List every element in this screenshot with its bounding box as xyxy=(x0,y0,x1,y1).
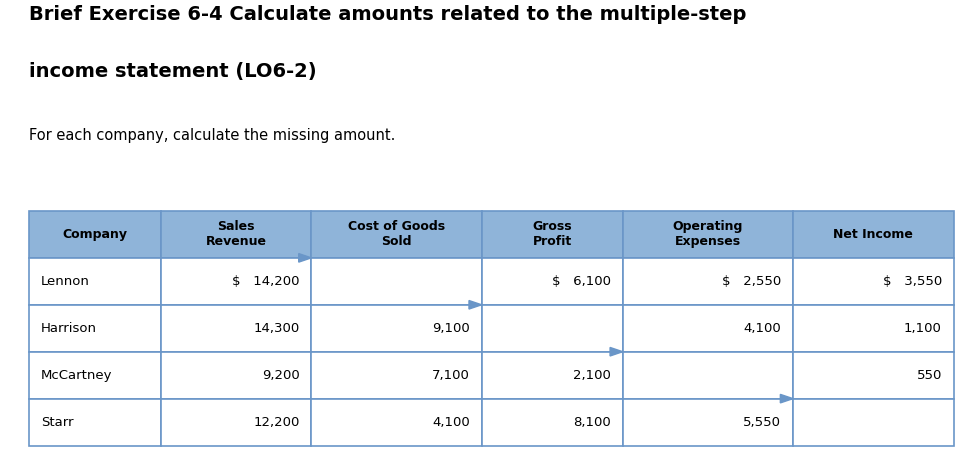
Bar xyxy=(311,211,482,258)
Bar xyxy=(311,399,482,446)
Text: Starr: Starr xyxy=(41,416,73,428)
Text: $   2,550: $ 2,550 xyxy=(722,275,781,288)
Bar xyxy=(623,211,793,258)
Text: Net Income: Net Income xyxy=(833,228,914,241)
Text: 1,100: 1,100 xyxy=(904,322,942,335)
Bar xyxy=(793,352,954,399)
Text: 4,100: 4,100 xyxy=(743,322,781,335)
Bar xyxy=(311,258,482,305)
Bar xyxy=(161,399,311,446)
Text: 550: 550 xyxy=(917,369,942,382)
Text: McCartney: McCartney xyxy=(41,369,112,382)
Bar xyxy=(482,305,623,352)
Bar xyxy=(482,352,623,399)
Text: 9,100: 9,100 xyxy=(432,322,470,335)
Bar xyxy=(793,305,954,352)
Text: Company: Company xyxy=(62,228,127,241)
Bar xyxy=(623,399,793,446)
Bar xyxy=(161,258,311,305)
Bar xyxy=(29,211,161,258)
Bar xyxy=(623,305,793,352)
Text: 12,200: 12,200 xyxy=(253,416,300,428)
Bar xyxy=(29,258,161,305)
Bar xyxy=(793,258,954,305)
Bar xyxy=(623,352,793,399)
Polygon shape xyxy=(299,254,311,262)
Text: Brief Exercise 6-4 Calculate amounts related to the multiple-step: Brief Exercise 6-4 Calculate amounts rel… xyxy=(29,5,746,24)
Polygon shape xyxy=(780,394,793,403)
Text: For each company, calculate the missing amount.: For each company, calculate the missing … xyxy=(29,128,396,143)
Polygon shape xyxy=(610,347,623,356)
Text: 8,100: 8,100 xyxy=(573,416,611,428)
Bar xyxy=(482,211,623,258)
Text: $   3,550: $ 3,550 xyxy=(883,275,942,288)
Bar xyxy=(311,352,482,399)
Text: Lennon: Lennon xyxy=(41,275,90,288)
Bar xyxy=(29,352,161,399)
Bar xyxy=(161,211,311,258)
Bar xyxy=(482,258,623,305)
Bar xyxy=(793,211,954,258)
Text: 14,300: 14,300 xyxy=(253,322,300,335)
Text: income statement (LO6-2): income statement (LO6-2) xyxy=(29,62,317,81)
Bar xyxy=(29,399,161,446)
Bar xyxy=(793,399,954,446)
Bar xyxy=(161,352,311,399)
Text: 9,200: 9,200 xyxy=(262,369,300,382)
Text: 5,550: 5,550 xyxy=(743,416,781,428)
Bar xyxy=(311,305,482,352)
Text: Gross
Profit: Gross Profit xyxy=(532,220,572,248)
Text: 7,100: 7,100 xyxy=(432,369,470,382)
Text: 4,100: 4,100 xyxy=(432,416,470,428)
Text: Cost of Goods
Sold: Cost of Goods Sold xyxy=(348,220,445,248)
Bar xyxy=(29,305,161,352)
Text: $   6,100: $ 6,100 xyxy=(552,275,611,288)
Bar xyxy=(623,258,793,305)
Text: Harrison: Harrison xyxy=(41,322,97,335)
Text: Sales
Revenue: Sales Revenue xyxy=(205,220,267,248)
Text: $   14,200: $ 14,200 xyxy=(233,275,300,288)
Text: 2,100: 2,100 xyxy=(573,369,611,382)
Bar xyxy=(482,399,623,446)
Bar xyxy=(161,305,311,352)
Text: Operating
Expenses: Operating Expenses xyxy=(672,220,743,248)
Polygon shape xyxy=(469,301,482,309)
